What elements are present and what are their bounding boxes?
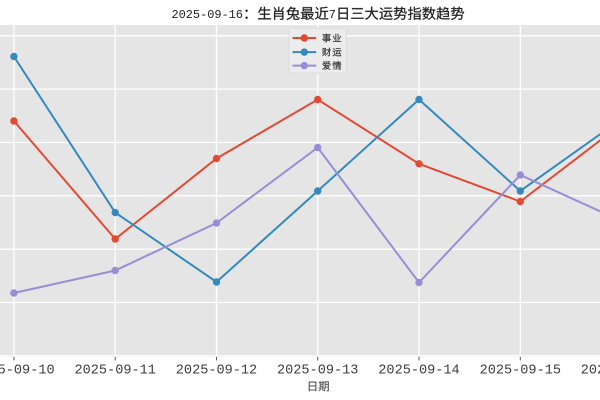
svg-text:2025-09-14: 2025-09-14 (378, 364, 459, 379)
svg-text:2025-09-13: 2025-09-13 (277, 364, 358, 379)
svg-text:2025-09-16: 2025-09-16 (581, 364, 600, 379)
svg-text:2025-09-12: 2025-09-12 (176, 364, 257, 379)
svg-text:2025-09-10: 2025-09-10 (0, 364, 55, 379)
svg-text:7: 7 (329, 8, 336, 22)
svg-text:2025-09-15: 2025-09-15 (480, 364, 561, 379)
svg-text:2025-09-11: 2025-09-11 (75, 364, 156, 379)
svg-text:2025-09-16: 2025-09-16 (172, 8, 243, 22)
